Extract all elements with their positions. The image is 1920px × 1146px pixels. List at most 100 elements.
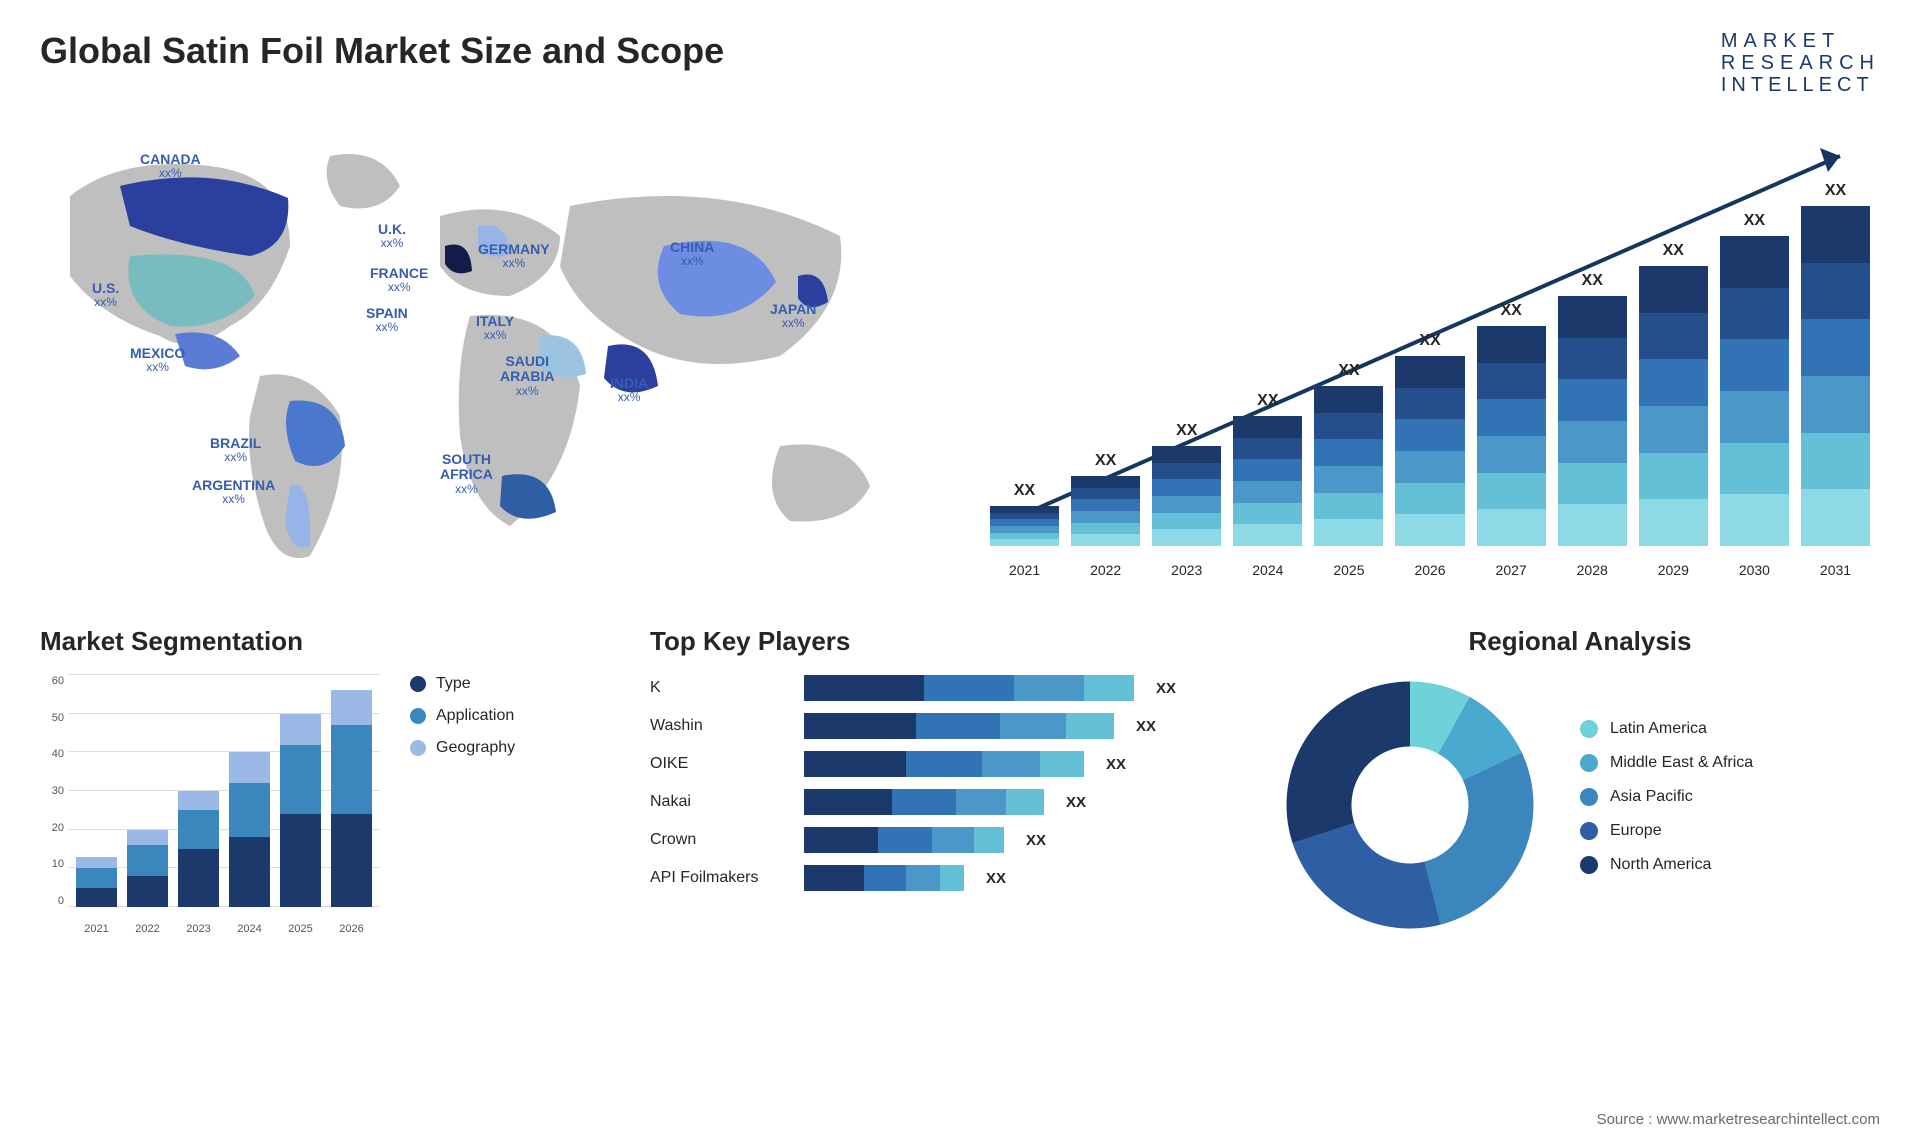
- growth-x-label: 2027: [1477, 562, 1546, 578]
- seg-segment-application: [178, 810, 219, 849]
- kp-segment: [864, 865, 906, 891]
- regional-legend: Latin AmericaMiddle East & AfricaAsia Pa…: [1580, 720, 1753, 890]
- seg-segment-application: [127, 845, 168, 876]
- growth-segment: [1233, 438, 1302, 460]
- seg-legend-item: Type: [410, 675, 515, 693]
- growth-segment: [1720, 443, 1789, 495]
- seg-segment-type: [127, 876, 168, 907]
- growth-segment: [1152, 529, 1221, 546]
- growth-x-label: 2031: [1801, 562, 1870, 578]
- seg-x-label: 2024: [229, 923, 270, 935]
- top-row: CANADAxx%U.S.xx%MEXICOxx%BRAZILxx%ARGENT…: [40, 126, 1880, 586]
- growth-segment: [1314, 439, 1383, 466]
- growth-segment: [1801, 263, 1870, 320]
- seg-segment-type: [229, 837, 270, 907]
- growth-segment: [1071, 523, 1140, 535]
- kp-label: API Foilmakers: [650, 869, 790, 887]
- growth-value-label: XX: [1338, 362, 1359, 380]
- bottom-row: Market Segmentation 6050403020100 202120…: [40, 626, 1880, 935]
- growth-segment: [1233, 416, 1302, 438]
- kp-row: API Foilmakers XX: [650, 865, 1230, 891]
- segmentation-legend: TypeApplicationGeography: [410, 675, 515, 771]
- map-label-brazil: BRAZILxx%: [210, 436, 261, 465]
- regional-title: Regional Analysis: [1280, 626, 1880, 657]
- kp-segment: [804, 713, 916, 739]
- seg-segment-type: [331, 814, 372, 907]
- growth-segment: [1071, 534, 1140, 546]
- key-players-title: Top Key Players: [650, 626, 1230, 657]
- seg-y-tick: 60: [52, 675, 64, 687]
- regional-panel: Regional Analysis Latin AmericaMiddle Ea…: [1280, 626, 1880, 935]
- reg-legend-item: Asia Pacific: [1580, 788, 1753, 806]
- kp-segment: [906, 751, 982, 777]
- kp-label: OIKE: [650, 755, 790, 773]
- kp-row: CrownXX: [650, 827, 1230, 853]
- growth-segment: [990, 533, 1059, 540]
- seg-segment-geography: [331, 690, 372, 725]
- growth-segment: [1558, 379, 1627, 421]
- reg-legend-item: North America: [1580, 856, 1753, 874]
- kp-row: WashinXX: [650, 713, 1230, 739]
- kp-value: XX: [986, 870, 1006, 887]
- kp-row: OIKEXX: [650, 751, 1230, 777]
- seg-legend-swatch: [410, 708, 426, 724]
- growth-segment: [1314, 413, 1383, 440]
- seg-legend-item: Application: [410, 707, 515, 725]
- growth-segment: [1071, 499, 1140, 511]
- map-label-france: FRANCExx%: [370, 266, 428, 295]
- kp-segment: [878, 827, 932, 853]
- logo-line2: RESEARCH: [1721, 52, 1880, 74]
- map-label-spain: SPAINxx%: [366, 306, 408, 335]
- growth-segment: [1152, 479, 1221, 496]
- growth-segment: [1314, 519, 1383, 546]
- kp-segment: [956, 789, 1006, 815]
- kp-segment: [916, 713, 1000, 739]
- growth-x-label: 2030: [1720, 562, 1789, 578]
- donut-slice-north-america: [1287, 682, 1411, 844]
- growth-segment: [1477, 436, 1546, 473]
- growth-segment: [990, 519, 1059, 526]
- donut-slice-asia-pacific: [1425, 752, 1534, 924]
- growth-value-label: XX: [1095, 452, 1116, 470]
- growth-x-label: 2029: [1639, 562, 1708, 578]
- growth-segment: [1233, 503, 1302, 525]
- growth-segment: [1395, 356, 1464, 388]
- seg-segment-application: [331, 725, 372, 814]
- kp-segment: [1066, 713, 1114, 739]
- growth-segment: [1477, 509, 1546, 546]
- growth-segment: [1395, 388, 1464, 420]
- map-label-canada: CANADAxx%: [140, 152, 201, 181]
- kp-segment: [924, 675, 1014, 701]
- seg-col-2022: [127, 830, 168, 907]
- seg-col-2025: [280, 714, 321, 907]
- growth-segment: [1720, 288, 1789, 340]
- kp-segment: [804, 751, 906, 777]
- world-map: CANADAxx%U.S.xx%MEXICOxx%BRAZILxx%ARGENT…: [40, 126, 940, 586]
- kp-label: Nakai: [650, 793, 790, 811]
- growth-segment: [1071, 488, 1140, 500]
- kp-row: NakaiXX: [650, 789, 1230, 815]
- reg-legend-label: Europe: [1610, 822, 1662, 840]
- reg-legend-swatch: [1580, 856, 1598, 874]
- map-label-italy: ITALYxx%: [476, 314, 514, 343]
- kp-bar: [804, 865, 964, 891]
- kp-bar: [804, 751, 1084, 777]
- donut-slice-europe: [1293, 823, 1441, 928]
- kp-segment: [1084, 675, 1134, 701]
- map-label-saudi-arabia: SAUDIARABIAxx%: [500, 354, 554, 398]
- growth-segment: [1395, 514, 1464, 546]
- growth-segment: [1558, 463, 1627, 505]
- kp-segment: [982, 751, 1040, 777]
- growth-col-2031: XX: [1801, 182, 1870, 546]
- kp-value: XX: [1136, 718, 1156, 735]
- seg-col-2021: [76, 857, 117, 907]
- growth-col-2027: XX: [1477, 302, 1546, 546]
- seg-segment-geography: [178, 791, 219, 810]
- kp-bar: [804, 675, 1134, 701]
- seg-col-2024: [229, 752, 270, 907]
- seg-x-label: 2022: [127, 923, 168, 935]
- kp-bar: [804, 827, 1004, 853]
- growth-segment: [990, 513, 1059, 520]
- seg-segment-type: [76, 888, 117, 907]
- growth-segment: [1801, 206, 1870, 263]
